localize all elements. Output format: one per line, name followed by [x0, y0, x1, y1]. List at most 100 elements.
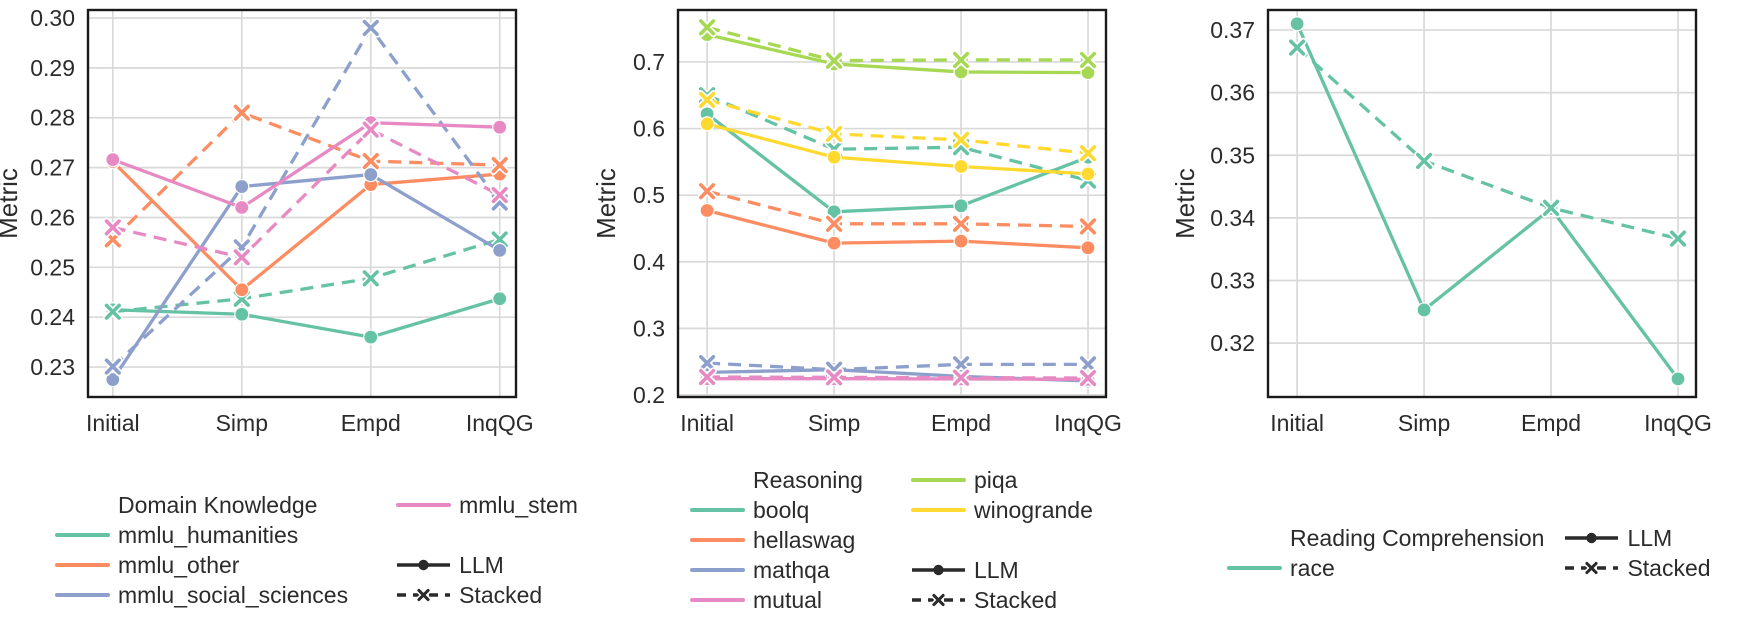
- y-tick-label: 0.3: [633, 315, 665, 341]
- legend-line: [55, 593, 110, 597]
- y-axis-label: Metric: [1174, 168, 1200, 239]
- x-tick-label: InqQG: [1644, 410, 1712, 436]
- data-point-circle: [234, 199, 250, 216]
- stacked-sample-icon: [911, 592, 965, 608]
- legend-item-hellaswag: hellaswag: [690, 525, 863, 555]
- y-tick-label: 0.7: [633, 49, 665, 75]
- chart-panel-reasoning: 0.2 0.3 0.4 0.5 0.6 0.7 Initial Simp Empd InqQG Me…: [587, 0, 1174, 629]
- legend-item-stacked-label: Stacked: [1627, 554, 1711, 581]
- y-tick-label: 0.30: [30, 5, 75, 31]
- y-tick-label: 0.34: [1210, 205, 1255, 231]
- data-point-circle: [1289, 16, 1305, 32]
- data-point-x: [699, 19, 716, 36]
- data-point-x: [1669, 230, 1687, 247]
- legend-title: Reasoning: [690, 465, 863, 495]
- legend-title: Domain Knowledge: [55, 490, 348, 520]
- data-point-circle: [363, 166, 379, 183]
- data-point-circle: [826, 235, 842, 251]
- y-tick-label: 0.36: [1210, 80, 1255, 106]
- data-point-circle: [234, 306, 250, 322]
- legend-line: [690, 568, 745, 572]
- series-mmlu_humanities-stacked: [103, 229, 510, 322]
- data-point-x: [1289, 39, 1306, 56]
- stacked-sample-icon: [1565, 560, 1619, 576]
- series-piqa-llm: [699, 27, 1096, 81]
- x-tick-label: Simp: [808, 410, 860, 436]
- data-point-x: [699, 91, 716, 109]
- series-mmlu_other-llm: [105, 154, 508, 298]
- legend-title-label: Reasoning: [753, 466, 863, 493]
- legend-title-label: Reading Comprehension: [1290, 524, 1545, 551]
- legend-item-stacked-label: Stacked: [973, 586, 1058, 613]
- x-tick-label: Simp: [1398, 410, 1450, 436]
- data-point-x: [362, 153, 379, 170]
- legend-title: Reading Comprehension: [1227, 523, 1544, 553]
- data-point-x: [491, 231, 508, 248]
- series-piqa-stacked: [697, 17, 1098, 71]
- legend-item-llm-label: LLM: [1627, 524, 1673, 551]
- data-point-x: [825, 215, 843, 232]
- x-tick-label: InqQG: [1054, 410, 1122, 436]
- legend-item-mmlu_stem-label: mmlu_stem: [459, 491, 578, 518]
- legend-item-hellaswag-label: hellaswag: [753, 526, 856, 553]
- legend-item-llm-label: LLM: [973, 556, 1019, 583]
- legend-item-mathqa: mathqa: [690, 555, 863, 585]
- legend-item-piqa: piqa: [910, 465, 1093, 495]
- legend-item-mutual: mutual: [690, 585, 863, 615]
- legend-line: [910, 508, 966, 512]
- legend-reading-comprehension: Reading Comprehension race LLM Stacked: [1227, 523, 1711, 583]
- data-point-x: [362, 270, 379, 287]
- y-tick-label: 0.2: [633, 382, 665, 408]
- legend-item-stacked: Stacked: [1564, 553, 1711, 583]
- series-race-llm: [1289, 16, 1686, 387]
- data-point-circle: [1080, 65, 1096, 81]
- legend-line: [690, 598, 745, 602]
- llm-sample-icon: [911, 564, 965, 576]
- legend-item-stacked-label: Stacked: [459, 581, 543, 608]
- series-hellaswag-stacked: [697, 181, 1098, 237]
- legend-item-mmlu_humanities-label: mmlu_humanities: [118, 521, 299, 548]
- chart-panel-reading-comprehension: 0.32 0.33 0.34 0.35 0.36 0.37 Initial Simp Empd I…: [1174, 0, 1761, 629]
- data-point-x: [491, 186, 508, 204]
- x-tick-label: InqQG: [466, 410, 534, 436]
- x-tick-label: Initial: [1270, 410, 1324, 436]
- legend-item-race-label: race: [1290, 554, 1335, 581]
- legend-item-race: race: [1227, 553, 1544, 583]
- legend-item-winogrande-label: winogrande: [973, 496, 1093, 523]
- legend-item-stacked: Stacked: [396, 580, 578, 610]
- legend-item-mmlu_social_sciences-label: mmlu_social_sciences: [118, 581, 349, 608]
- data-point-x: [1079, 218, 1097, 235]
- data-point-circle: [953, 64, 969, 80]
- data-point-circle: [492, 242, 508, 258]
- data-point-x: [1079, 356, 1097, 373]
- y-tick-label: 0.27: [30, 155, 75, 181]
- legend-item-mmlu_other-label: mmlu_other: [118, 551, 240, 578]
- data-point-x: [491, 156, 508, 174]
- series-mmlu_stem-stacked: [103, 119, 510, 268]
- series-winogrande-stacked: [697, 90, 1098, 164]
- plot-domain-knowledge: 0.23 0.24 0.25 0.26 0.27 0.28 0.29 0.30 Initial S…: [0, 5, 534, 436]
- series-hellaswag-llm: [699, 202, 1096, 256]
- data-point-circle: [105, 152, 121, 168]
- data-point-circle: [234, 282, 250, 298]
- data-point-x: [699, 354, 716, 372]
- series-mutual-stacked: [697, 367, 1098, 388]
- data-point-circle: [953, 198, 969, 214]
- series-winogrande-llm: [699, 116, 1096, 182]
- y-tick-label: 0.32: [1210, 330, 1255, 356]
- plot-reading-comprehension: 0.32 0.33 0.34 0.35 0.36 0.37 Initial Simp Empd I…: [1174, 8, 1712, 436]
- data-point-circle: [953, 233, 969, 249]
- legend-item-llm-label: LLM: [459, 551, 504, 578]
- plot-border: [1266, 8, 1698, 399]
- y-axis-label: Metric: [591, 168, 621, 239]
- legend-line: [1227, 566, 1282, 570]
- y-tick-label: 0.26: [30, 204, 75, 230]
- data-point-circle: [234, 178, 250, 195]
- x-tick-label: Simp: [216, 410, 268, 436]
- data-point-circle: [826, 149, 842, 165]
- data-point-x: [1079, 51, 1097, 69]
- data-point-x: [104, 303, 121, 320]
- data-point-circle: [1416, 302, 1432, 318]
- data-point-circle: [699, 202, 715, 219]
